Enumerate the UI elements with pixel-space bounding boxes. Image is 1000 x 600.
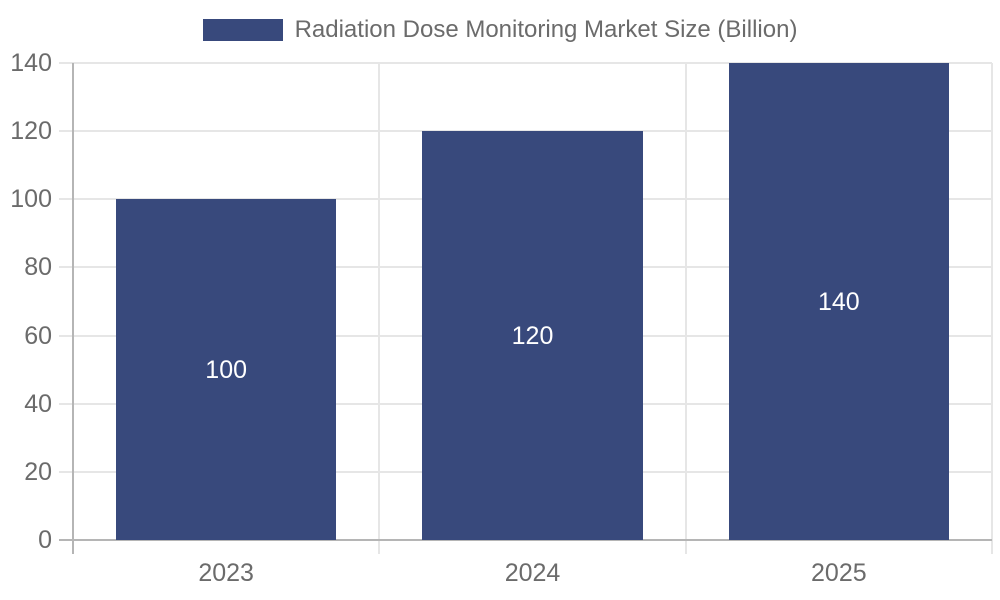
x-axis-line (59, 539, 992, 541)
y-tick-label: 40 (24, 389, 52, 418)
y-tick-label: 0 (38, 526, 52, 554)
y-tick-label: 120 (10, 117, 52, 146)
x-gridline (991, 63, 993, 554)
y-gridline (59, 62, 992, 64)
legend-swatch (202, 18, 283, 41)
y-tick-label: 80 (24, 253, 52, 282)
x-tick-label: 2025 (811, 559, 867, 587)
bar[interactable] (115, 199, 337, 540)
legend-item[interactable]: Radiation Dose Monitoring Market Size (B… (202, 16, 798, 43)
x-gridline (684, 63, 687, 554)
bar-value-label: 120 (511, 321, 554, 350)
bar[interactable] (422, 131, 643, 540)
x-gridline (378, 63, 381, 554)
bar-value-label: 100 (205, 355, 248, 384)
y-tick-label: 100 (10, 185, 52, 214)
bar[interactable] (728, 63, 950, 540)
x-tick-label: 2024 (504, 559, 561, 587)
y-axis-line (72, 63, 74, 554)
bar-value-label: 140 (817, 287, 860, 316)
y-tick-label: 140 (10, 49, 52, 77)
x-tick-label: 2023 (198, 559, 254, 587)
y-tick-label: 60 (24, 321, 52, 350)
y-tick-label: 20 (24, 457, 52, 486)
legend-label: Radiation Dose Monitoring Market Size (B… (294, 16, 798, 43)
legend: Radiation Dose Monitoring Market Size (B… (0, 16, 1000, 43)
